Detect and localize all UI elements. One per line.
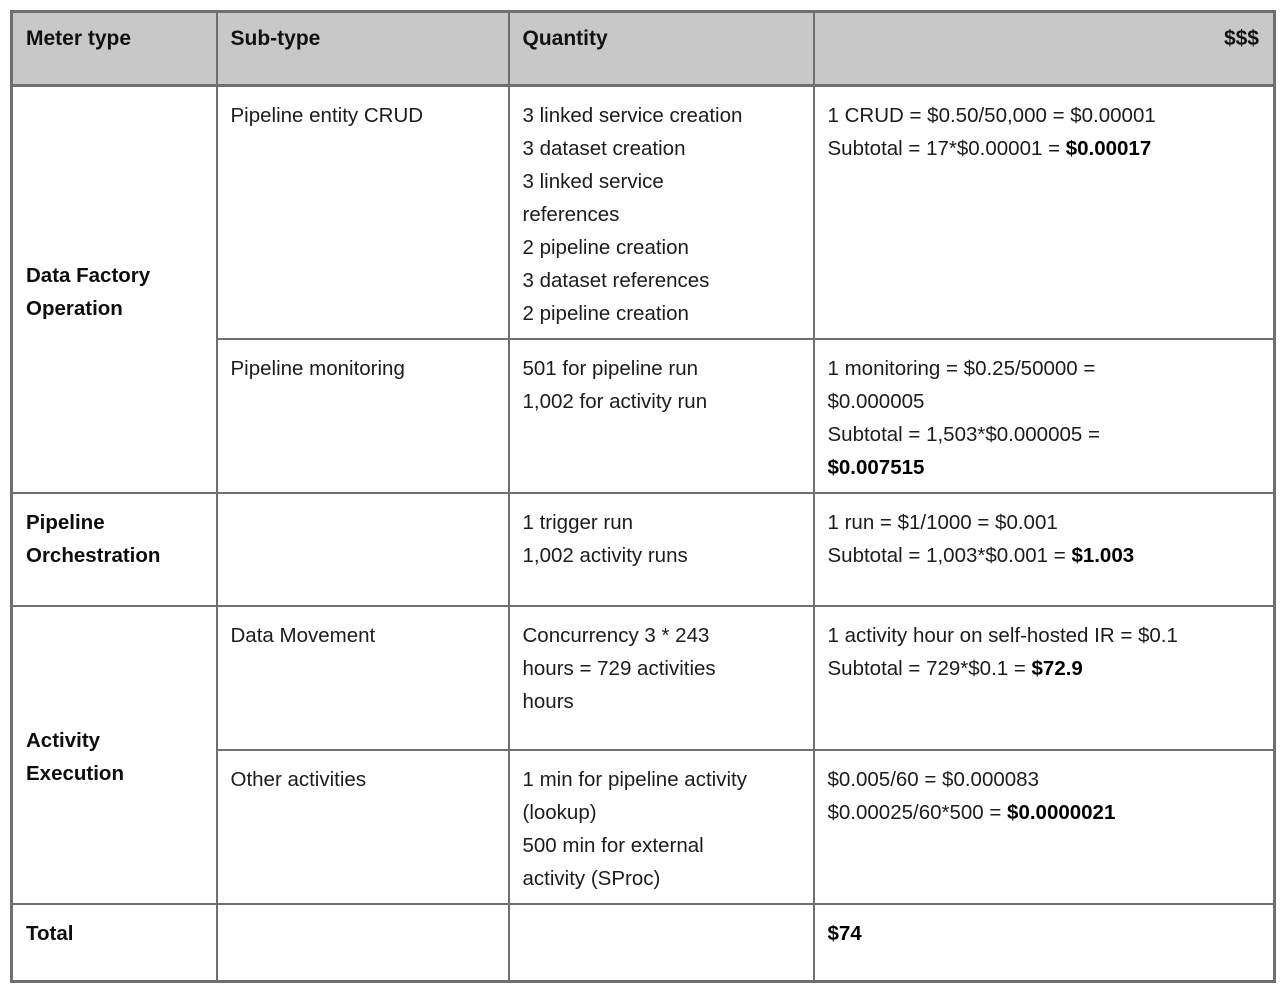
cell-sub-type <box>215 492 510 607</box>
cost-line: $0.000005 <box>828 385 1261 418</box>
cost-subtotal-value: $0.00017 <box>1065 137 1152 160</box>
quantity-line: 3 linked service <box>522 170 664 193</box>
cost-text: Subtotal = 729*$0.1 = <box>827 657 1032 680</box>
quantity-line: hours <box>522 690 574 713</box>
quantity-line: references <box>522 203 620 226</box>
cell-sub-type: Data Movement <box>215 605 510 751</box>
cost-subtotal-value: $0.0000021 <box>1007 801 1116 824</box>
pricing-table: Meter type Sub-type Quantity $$$ Data Fa… <box>10 10 1276 983</box>
meter-label-line: Data Factory <box>26 263 151 287</box>
cost-line: $0.007515 <box>828 451 1261 484</box>
header-sub-type: Sub-type <box>215 10 510 87</box>
quantity-line: 1,002 activity runs <box>522 544 688 567</box>
cell-cost: $74 <box>812 903 1276 982</box>
cell-cost: $0.005/60 = $0.000083 $0.00025/60*500 = … <box>812 749 1276 905</box>
cell-meter-total: Total <box>10 903 218 982</box>
quantity-line: 2 pipeline creation <box>522 236 689 259</box>
cost-line: $0.005/60 = $0.000083 <box>828 763 1261 796</box>
table-row-pipeline-entity-crud: Data Factory Operation Pipeline entity C… <box>10 84 1276 494</box>
cost-line: 1 run = $1/1000 = $0.001 <box>828 506 1261 539</box>
cost-text: Subtotal = 1,503*$0.000005 = <box>827 423 1100 446</box>
cell-quantity: Concurrency 3 * 243 hours = 729 activiti… <box>507 605 815 751</box>
quantity-line: 1,002 for activity run <box>522 390 708 413</box>
cell-cost: 1 monitoring = $0.25/50000 = $0.000005 S… <box>812 338 1276 494</box>
cost-line: Subtotal = 1,503*$0.000005 = <box>828 418 1261 451</box>
cost-line: Subtotal = 729*$0.1 = $72.9 <box>828 652 1261 685</box>
meter-label-line: Execution <box>26 762 124 785</box>
table-row-pipeline-orchestration: Pipeline Orchestration 1 trigger run 1,0… <box>10 492 1276 607</box>
cost-line: 1 monitoring = $0.25/50000 = <box>828 352 1261 385</box>
cell-quantity <box>507 903 815 982</box>
quantity-line: 3 linked service creation <box>522 104 743 127</box>
cost-line: $0.00025/60*500 = $0.0000021 <box>828 796 1261 829</box>
header-cost: $$$ <box>812 10 1276 87</box>
cell-meter-pipeline-orchestration: Pipeline Orchestration <box>10 492 218 607</box>
meter-label-line: Total <box>26 922 74 945</box>
quantity-line: 1 min for pipeline activity <box>522 768 747 791</box>
quantity-line: (lookup) <box>522 801 597 824</box>
cell-sub-type <box>215 903 510 982</box>
quantity-line: 501 for pipeline run <box>522 357 699 380</box>
cell-sub-type: Pipeline entity CRUD <box>215 84 510 340</box>
cost-text: $0.000005 <box>827 390 925 413</box>
cell-sub-type: Pipeline monitoring <box>215 338 510 494</box>
table-row-pipeline-monitoring: Pipeline monitoring 501 for pipeline run… <box>12 338 1276 494</box>
cell-cost: 1 run = $1/1000 = $0.001 Subtotal = 1,00… <box>812 492 1276 607</box>
cost-subtotal-value: $1.003 <box>1071 544 1135 567</box>
sub-type-label: Data Movement <box>230 624 376 647</box>
cost-line: 1 activity hour on self-hosted IR = $0.1 <box>828 619 1261 652</box>
table-row-data-movement: Activity Execution Data Movement Concurr… <box>10 605 1276 905</box>
meter-label-line: Activity <box>26 729 101 752</box>
quantity-line: 3 dataset references <box>522 269 710 292</box>
quantity-line: 2 pipeline creation <box>522 302 689 325</box>
cost-subtotal-value: $0.007515 <box>827 456 925 479</box>
total-value: $74 <box>827 922 862 945</box>
sub-type-label: Pipeline monitoring <box>230 357 405 380</box>
cost-line: 1 CRUD = $0.50/50,000 = $0.00001 <box>828 99 1261 132</box>
quantity-line: hours = 729 activities <box>522 657 716 680</box>
sub-type-label: Other activities <box>230 768 367 791</box>
cost-text: Subtotal = 1,003*$0.001 = <box>827 544 1072 567</box>
header-meter-type: Meter type <box>10 10 218 87</box>
table-row-total: Total $74 <box>10 903 1276 982</box>
cost-line: Subtotal = 17*$0.00001 = $0.00017 <box>828 132 1261 165</box>
meter-label-line: Pipeline <box>26 511 105 534</box>
cost-text: 1 CRUD = $0.50/50,000 = $0.00001 <box>827 104 1156 127</box>
cell-quantity: 501 for pipeline run 1,002 for activity … <box>507 338 815 494</box>
cost-text: 1 activity hour on self-hosted IR = $0.1 <box>827 624 1178 647</box>
quantity-line: 3 dataset creation <box>522 137 686 160</box>
cell-meter-data-factory-operation: Data Factory Operation <box>10 84 218 494</box>
meter-label-line: Operation <box>26 296 123 320</box>
cell-quantity: 1 trigger run 1,002 activity runs <box>507 492 815 607</box>
cell-sub-type: Other activities <box>215 749 510 905</box>
header-row: Meter type Sub-type Quantity $$$ <box>10 10 1276 87</box>
cost-line: $74 <box>828 917 1261 950</box>
cost-text: $0.00025/60*500 = <box>827 801 1008 824</box>
cell-quantity: 1 min for pipeline activity (lookup) 500… <box>507 749 815 905</box>
cost-text: 1 run = $1/1000 = $0.001 <box>827 511 1058 534</box>
cell-quantity: 3 linked service creation 3 dataset crea… <box>507 84 815 340</box>
quantity-line: 500 min for external <box>522 834 704 857</box>
header-quantity: Quantity <box>507 10 815 87</box>
quantity-line: 1 trigger run <box>522 511 634 534</box>
quantity-line: activity (SProc) <box>522 867 661 890</box>
cost-text: $0.005/60 = $0.000083 <box>827 768 1039 791</box>
meter-label-line: Orchestration <box>26 544 161 567</box>
cell-cost: 1 CRUD = $0.50/50,000 = $0.00001 Subtota… <box>812 84 1276 340</box>
cost-line: Subtotal = 1,003*$0.001 = $1.003 <box>828 539 1261 572</box>
table-row-other-activities: Other activities 1 min for pipeline acti… <box>12 749 1276 905</box>
cost-text: Subtotal = 17*$0.00001 = <box>827 137 1066 160</box>
cost-text: 1 monitoring = $0.25/50000 = <box>827 357 1096 380</box>
cost-subtotal-value: $72.9 <box>1031 657 1083 680</box>
cell-meter-activity-execution: Activity Execution <box>10 605 218 905</box>
sub-type-label: Pipeline entity CRUD <box>230 104 424 127</box>
cell-cost: 1 activity hour on self-hosted IR = $0.1… <box>812 605 1276 751</box>
quantity-line: Concurrency 3 * 243 <box>522 624 710 647</box>
